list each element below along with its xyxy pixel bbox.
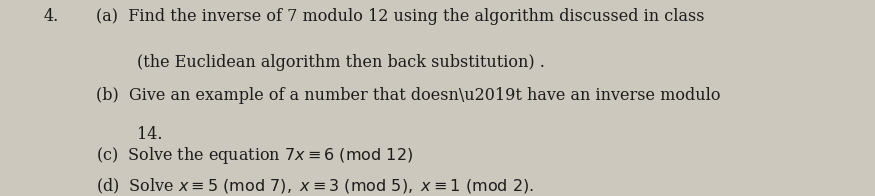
Text: 4.: 4. <box>44 8 59 25</box>
Text: (b)  Give an example of a number that doesn\u2019t have an inverse modulo: (b) Give an example of a number that doe… <box>96 87 721 104</box>
Text: (d)  Solve $x \equiv 5\ \mathrm{(mod\ 7)},\ x \equiv 3\ \mathrm{(mod\ 5)},\ x \e: (d) Solve $x \equiv 5\ \mathrm{(mod\ 7)}… <box>96 177 535 196</box>
Text: (c)  Solve the equation $7x \equiv 6\ \mathrm{(mod\ 12)}$: (c) Solve the equation $7x \equiv 6\ \ma… <box>96 145 414 166</box>
Text: 14.: 14. <box>137 126 163 143</box>
Text: (a)  Find the inverse of 7 modulo 12 using the algorithm discussed in class: (a) Find the inverse of 7 modulo 12 usin… <box>96 8 704 25</box>
Text: (the Euclidean algorithm then back substitution) .: (the Euclidean algorithm then back subst… <box>137 54 545 71</box>
